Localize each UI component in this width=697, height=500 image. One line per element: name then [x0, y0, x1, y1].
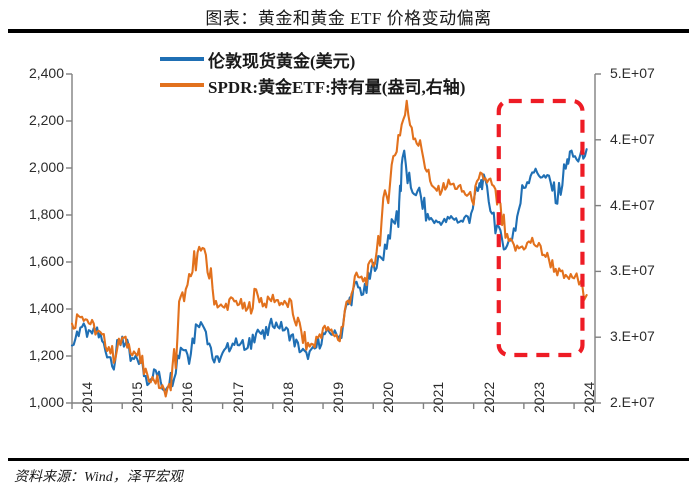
legend-swatch-etf-holdings — [160, 83, 204, 87]
x-axis-ticks — [71, 403, 575, 409]
x-axis-tick-label: 2014 — [79, 381, 95, 413]
x-axis-tick-label: 2019 — [330, 381, 347, 413]
series-line-etf-holdings — [70, 99, 588, 398]
left-axis-tick-label: 1,000 — [28, 394, 64, 410]
right-axis-tick-label: 3.E+07 — [610, 328, 655, 345]
legend-swatch-gold-price — [160, 57, 204, 61]
x-axis-tick-label: 2017 — [229, 381, 246, 413]
legend-item-etf-holdings: SPDR:黄金ETF:持有量(盎司,右轴) — [160, 72, 465, 98]
left-axis-tick-label: 1,600 — [28, 253, 64, 269]
x-axis-tick-label: 2020 — [380, 381, 397, 413]
series-line-gold-price — [70, 148, 588, 392]
left-axis-tick-label: 2,400 — [28, 65, 64, 81]
left-axis-tick-label: 2,000 — [28, 159, 64, 175]
right-axis-tick-label: 2.E+07 — [610, 394, 655, 410]
x-axis-tick-label: 2016 — [179, 381, 196, 413]
x-axis-tick-label: 2024 — [581, 381, 598, 413]
annotation-layer — [496, 98, 585, 358]
right-axis-tick-label: 3.E+07 — [610, 262, 655, 279]
left-axis-tick-label: 2,200 — [28, 112, 64, 128]
x-axis-tick-label: 2015 — [129, 381, 146, 413]
left-axis-ticks — [66, 73, 72, 404]
footer-divider — [8, 458, 689, 461]
title-divider — [8, 29, 689, 33]
left-axis-tick-label: 1,200 — [28, 347, 64, 363]
legend-label-etf-holdings: SPDR:黄金ETF:持有量(盎司,右轴) — [208, 77, 466, 97]
right-axis-tick-label: 5.E+07 — [610, 65, 655, 81]
right-axis-tick-label: 4.E+07 — [610, 196, 655, 213]
x-axis-tick-label: 2018 — [279, 381, 296, 413]
divergence-highlight-box — [496, 98, 585, 358]
left-axis-tick-label: 1,400 — [28, 300, 64, 316]
chart-title: 图表：黄金和黄金 ETF 价格变动偏离 — [205, 9, 492, 28]
legend-label-gold-price: 伦敦现货黄金(美元) — [208, 51, 356, 71]
right-axis-tick-label: 4.E+07 — [610, 130, 655, 147]
axis-lines — [71, 74, 596, 404]
legend-item-gold-price: 伦敦现货黄金(美元) — [160, 46, 465, 72]
source-note: 资料来源：Wind，泽平宏观 — [14, 470, 183, 485]
x-axis-tick-label: 2021 — [430, 381, 447, 413]
right-axis-ticks — [595, 73, 601, 404]
left-axis-tick-label: 1,800 — [28, 206, 64, 222]
x-axis-tick-label: 2023 — [530, 381, 547, 413]
x-axis-tick-label: 2022 — [480, 381, 497, 413]
series-lines — [70, 99, 588, 398]
chart-legend: 伦敦现货黄金(美元) SPDR:黄金ETF:持有量(盎司,右轴) — [160, 46, 465, 98]
